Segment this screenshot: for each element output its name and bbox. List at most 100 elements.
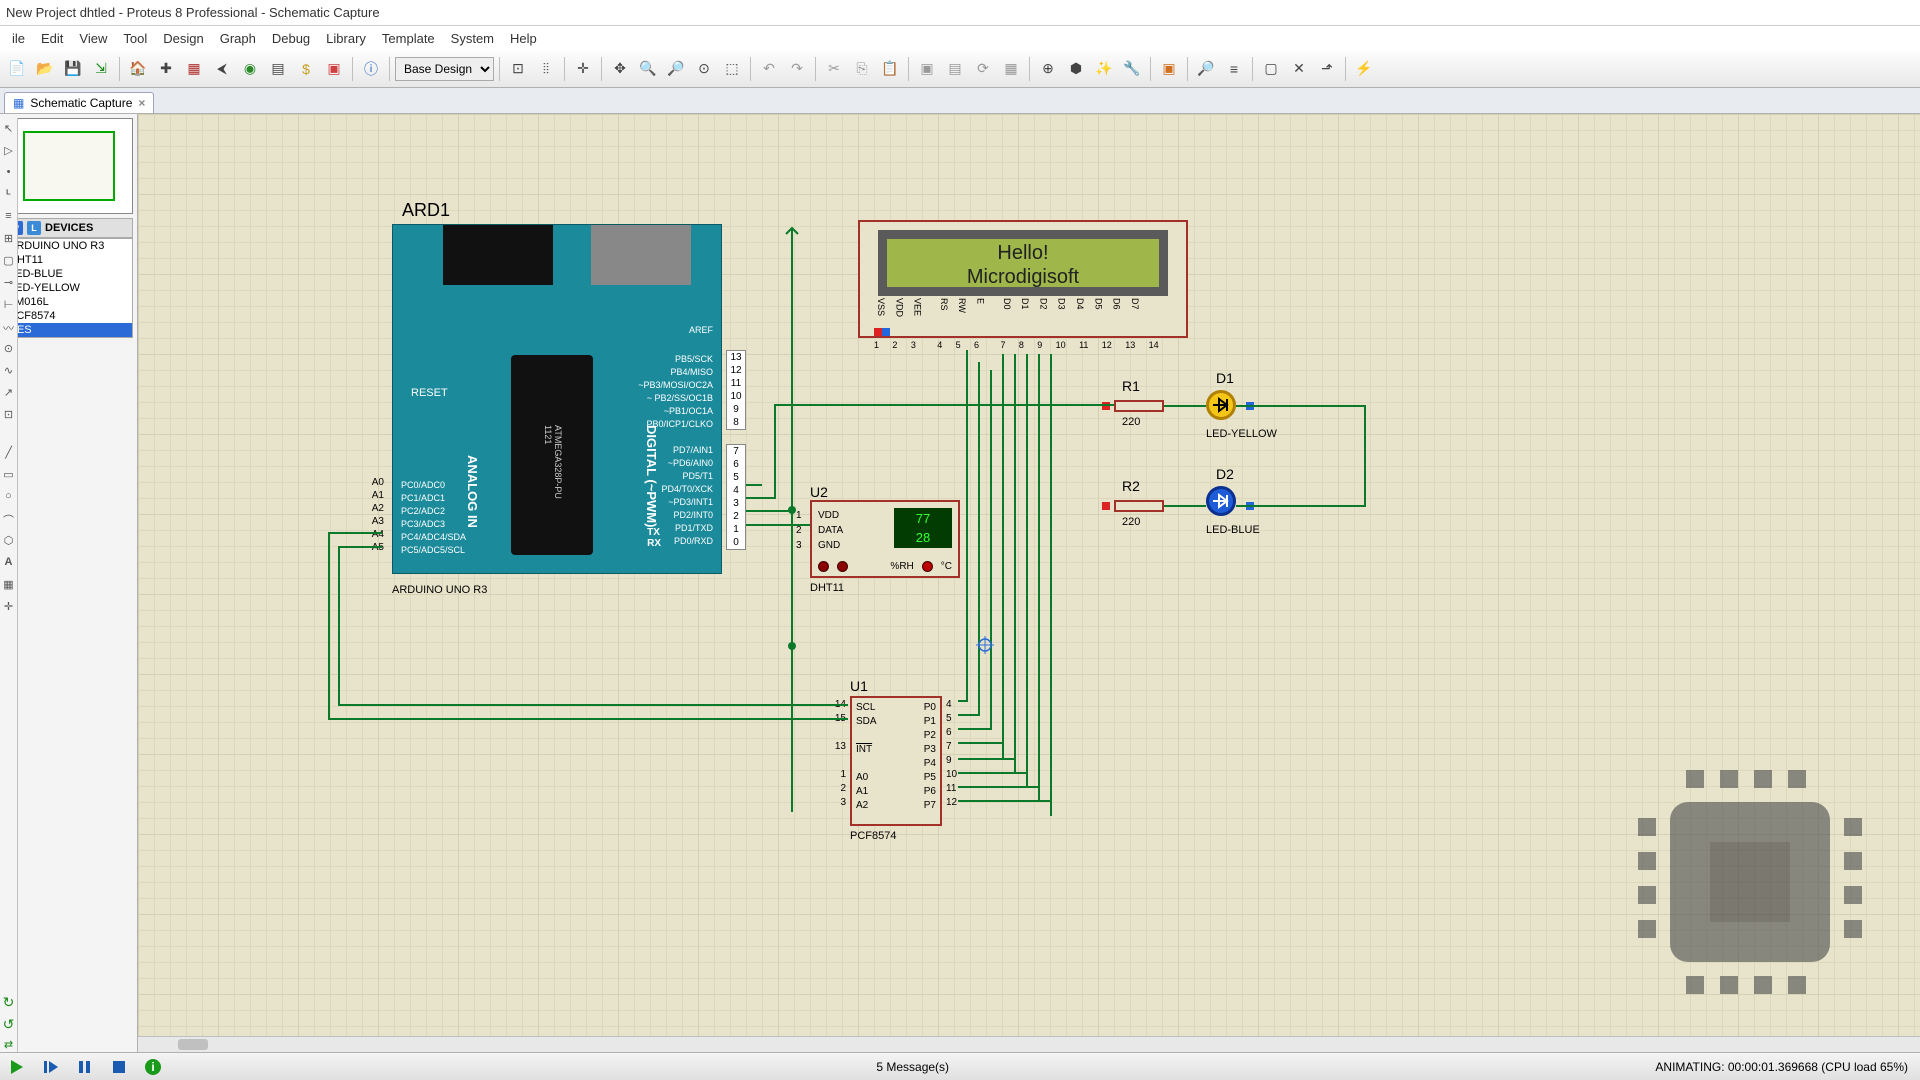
device-item[interactable]: DHT11 (5, 253, 132, 267)
home-icon[interactable]: 🏠 (125, 56, 151, 82)
schematic-canvas[interactable]: ARD1 ATMEGA328P-PU1121 ANALOG IN DIGITAL… (138, 114, 1920, 1052)
symbol-tool-icon[interactable]: ▦ (2, 578, 16, 592)
info-icon[interactable]: ⓘ (358, 56, 384, 82)
text2d-tool-icon[interactable]: A (2, 556, 16, 570)
copy-icon[interactable]: ⎘ (849, 56, 875, 82)
select-tool-icon[interactable]: ↖ (2, 122, 16, 136)
stop-button[interactable] (105, 1056, 133, 1078)
dht-component[interactable]: VDDDATAGND 7728 %RH °C (810, 500, 960, 578)
grid-toggle-icon[interactable]: ⊡ (505, 56, 531, 82)
menu-file[interactable]: ile (4, 29, 33, 48)
canvas-area[interactable]: ARD1 ATMEGA328P-PU1121 ANALOG IN DIGITAL… (138, 114, 1920, 1052)
junction-tool-icon[interactable]: • (2, 166, 16, 180)
search-icon[interactable]: 🔎 (1193, 56, 1219, 82)
rotate-ccw-icon[interactable]: ↺ (2, 1016, 16, 1030)
pcf-component[interactable]: SCLSDA INT A0A1A2 P0P1P2P3 P4P5P6P7 (850, 696, 942, 826)
close-tab-icon[interactable]: × (138, 96, 145, 110)
overview-panel[interactable] (4, 118, 133, 214)
step-button[interactable] (37, 1056, 65, 1078)
import-icon[interactable]: ⇲ (88, 56, 114, 82)
lcd-component[interactable]: Hello! Microdigisoft (858, 220, 1188, 338)
instrument-tool-icon[interactable]: ⊡ (2, 408, 16, 422)
tab-schematic[interactable]: ▦ Schematic Capture × (4, 92, 154, 113)
menu-debug[interactable]: Debug (264, 29, 318, 48)
pause-button[interactable] (71, 1056, 99, 1078)
box-tool-icon[interactable]: ▭ (2, 468, 16, 482)
block-rotate-icon[interactable]: ⟳ (970, 56, 996, 82)
gerber-icon[interactable]: ▤ (265, 56, 291, 82)
bom-icon[interactable]: $ (293, 56, 319, 82)
decompose-icon[interactable]: ✨ (1091, 56, 1117, 82)
redo-icon[interactable]: ↷ (784, 56, 810, 82)
highlight-icon[interactable]: ▣ (1156, 56, 1182, 82)
device-list[interactable]: ARDUINO UNO R3 DHT11 LED-BLUE LED-YELLOW… (4, 238, 133, 338)
schematic-icon[interactable]: ✚ (153, 56, 179, 82)
new-sheet-icon[interactable]: ▢ (1258, 56, 1284, 82)
tools-icon[interactable]: 🔧 (1119, 56, 1145, 82)
arc-tool-icon[interactable]: ⌒ (2, 512, 16, 526)
nav-back-icon[interactable]: ⮜ (209, 56, 235, 82)
tape-tool-icon[interactable]: ⊙ (2, 342, 16, 356)
pin-tool-icon[interactable]: ⊢ (2, 298, 16, 312)
property-icon[interactable]: ≡ (1221, 56, 1247, 82)
graph-tool-icon[interactable]: 〰 (2, 320, 16, 334)
menu-template[interactable]: Template (374, 29, 443, 48)
3d-icon[interactable]: ◉ (237, 56, 263, 82)
generator-tool-icon[interactable]: ∿ (2, 364, 16, 378)
grid-dots-icon[interactable]: ⦙⦙ (533, 56, 559, 82)
menu-tool[interactable]: Tool (115, 29, 155, 48)
open-file-icon[interactable]: 📂 (32, 56, 58, 82)
bus-tool-icon[interactable]: ⊞ (2, 232, 16, 246)
text-tool-icon[interactable]: ≡ (2, 210, 16, 224)
undo-icon[interactable]: ↶ (756, 56, 782, 82)
label-tool-icon[interactable]: ᴸ (2, 188, 16, 202)
zoom-out-icon[interactable]: 🔎 (663, 56, 689, 82)
zoom-fit-icon[interactable]: ⊙ (691, 56, 717, 82)
device-item[interactable]: LM016L (5, 295, 132, 309)
arduino-component[interactable]: ATMEGA328P-PU1121 ANALOG IN DIGITAL (~PW… (392, 224, 722, 574)
new-file-icon[interactable]: 📄 (4, 56, 30, 82)
block-copy-icon[interactable]: ▣ (914, 56, 940, 82)
design-selector[interactable]: Base Design (395, 57, 494, 81)
led-d1[interactable] (1206, 390, 1236, 420)
menu-design[interactable]: Design (155, 29, 211, 48)
pan-icon[interactable]: ✥ (607, 56, 633, 82)
device-item[interactable]: LED-BLUE (5, 267, 132, 281)
origin-icon[interactable]: ✛ (570, 56, 596, 82)
menu-help[interactable]: Help (502, 29, 545, 48)
paste-icon[interactable]: 📋 (877, 56, 903, 82)
package-icon[interactable]: ⬢ (1063, 56, 1089, 82)
delete-sheet-icon[interactable]: ✕ (1286, 56, 1312, 82)
terminal-tool-icon[interactable]: ⊸ (2, 276, 16, 290)
resistor-r1[interactable] (1114, 400, 1164, 412)
block-move-icon[interactable]: ▤ (942, 56, 968, 82)
menu-graph[interactable]: Graph (212, 29, 264, 48)
subcircuit-tool-icon[interactable]: ▢ (2, 254, 16, 268)
resistor-r2[interactable] (1114, 500, 1164, 512)
block-delete-icon[interactable]: ▦ (998, 56, 1024, 82)
horizontal-scrollbar[interactable] (138, 1036, 1920, 1052)
flip-h-icon[interactable]: ⇄ (2, 1038, 16, 1052)
line-tool-icon[interactable]: ╱ (2, 446, 16, 460)
path-tool-icon[interactable]: ⬡ (2, 534, 16, 548)
lib-badge-icon[interactable]: L (27, 221, 41, 235)
probe-tool-icon[interactable]: ↗ (2, 386, 16, 400)
code-icon[interactable]: ▣ (321, 56, 347, 82)
marker-tool-icon[interactable]: ✛ (2, 600, 16, 614)
exit-sheet-icon[interactable]: ⬏ (1314, 56, 1340, 82)
menu-library[interactable]: Library (318, 29, 374, 48)
sim-info-icon[interactable]: i (139, 1056, 167, 1078)
pcb-icon[interactable]: ▦ (181, 56, 207, 82)
menu-view[interactable]: View (71, 29, 115, 48)
device-item[interactable]: ARDUINO UNO R3 (5, 239, 132, 253)
play-button[interactable] (3, 1056, 31, 1078)
led-d2[interactable] (1206, 486, 1236, 516)
menu-system[interactable]: System (443, 29, 502, 48)
component-tool-icon[interactable]: ▷ (2, 144, 16, 158)
zoom-in-icon[interactable]: 🔍 (635, 56, 661, 82)
zoom-area-icon[interactable]: ⬚ (719, 56, 745, 82)
erc-icon[interactable]: ⚡ (1351, 56, 1377, 82)
cut-icon[interactable]: ✂ (821, 56, 847, 82)
device-item[interactable]: RES (5, 323, 132, 337)
rotate-cw-icon[interactable]: ↻ (2, 994, 16, 1008)
